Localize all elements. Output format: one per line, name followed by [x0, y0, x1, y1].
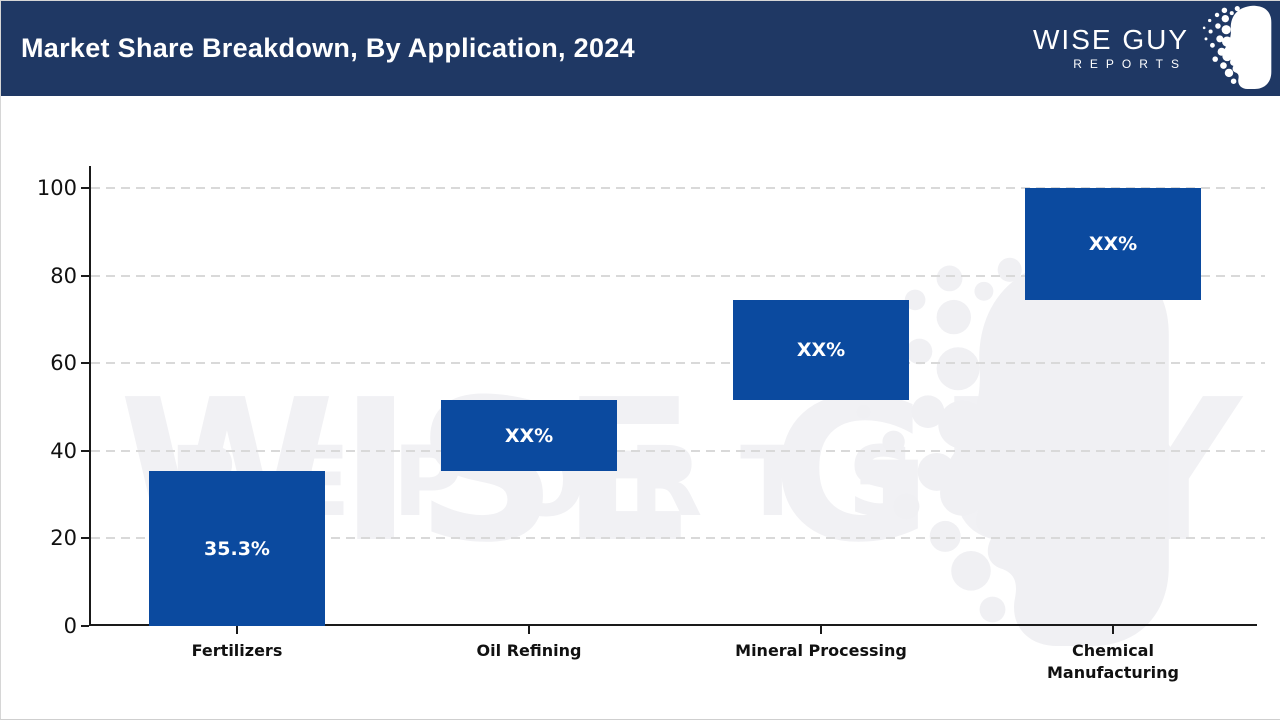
bar-segment-1: 35.3%	[149, 471, 325, 626]
bar-segment-2: XX%	[441, 400, 617, 472]
y-axis-tick-label: 20	[50, 526, 77, 551]
bar-value-label: XX%	[796, 339, 846, 362]
y-tick-mark	[81, 274, 89, 277]
bar-value-label: 35.3%	[204, 537, 270, 560]
logo-subtitle: REPORTS	[1073, 57, 1187, 71]
y-tick-mark	[81, 625, 89, 627]
x-tick-mark	[820, 626, 822, 634]
bar-segment-4: XX%	[1025, 187, 1201, 301]
gridline	[91, 537, 1265, 540]
gridline	[91, 274, 1265, 277]
logo-text: WISE GUY REPORTS	[1032, 24, 1189, 72]
y-tick-mark	[81, 186, 89, 189]
gridline	[91, 362, 1265, 365]
x-axis-label: Mineral Processing	[735, 641, 907, 660]
plot-area: Fertilizers Oil Refining Mineral Processin…	[37, 166, 1265, 682]
x-tick-mark	[528, 626, 530, 634]
y-tick-mark	[81, 537, 89, 540]
gridline	[91, 449, 1265, 452]
chart-area: WISE GUY REPORTS Fertilizers Oil Refining…	[1, 96, 1280, 719]
wise-guy-logo: WISE GUY REPORTS	[1033, 1, 1280, 96]
y-axis-tick-label: 100	[36, 175, 77, 200]
x-tick-mark	[1112, 626, 1114, 634]
x-axis-label: Fertilizers	[191, 641, 283, 660]
y-axis-tick-label: 60	[50, 351, 77, 376]
logo-wordmark: WISE GUY	[1032, 24, 1189, 55]
y-tick-mark	[81, 449, 89, 452]
y-tick-mark	[81, 362, 89, 365]
y-axis-tick-label: 40	[50, 438, 77, 463]
x-axis-label: Chemical Manufacturing	[1047, 641, 1179, 682]
bar-segment-3: XX%	[733, 300, 909, 401]
page-title: Market Share Breakdown, By Application, …	[21, 33, 635, 63]
x-tick-mark	[236, 626, 238, 634]
bar-value-label: XX%	[1088, 233, 1138, 256]
dotted-head-logo-icon	[1202, 5, 1272, 89]
gridline	[91, 186, 1265, 189]
y-axis-tick-label: 0	[63, 614, 77, 638]
header-bar: Market Share Breakdown, By Application, …	[1, 1, 1280, 96]
x-axis-label: Oil Refining	[476, 641, 582, 660]
y-axis-tick-label: 80	[50, 263, 77, 288]
bar-value-label: XX%	[504, 424, 554, 447]
